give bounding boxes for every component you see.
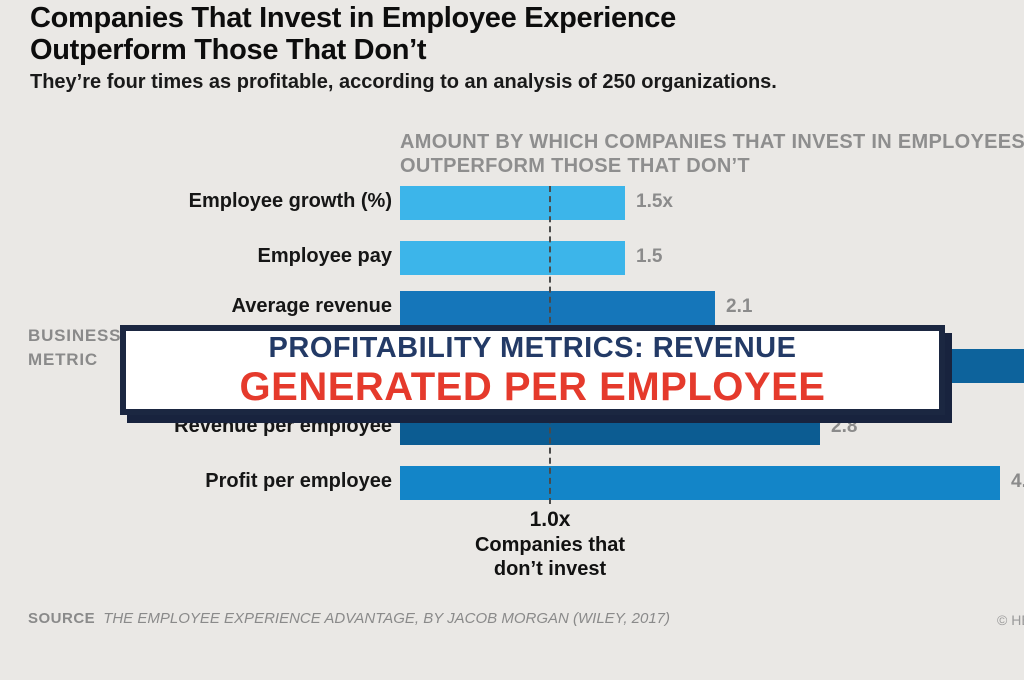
baseline-value: 1.0x [529,508,571,531]
source-label: SOURCE [28,610,96,627]
metric-bar [400,466,1000,500]
value-label: 4.0 [1011,471,1024,492]
chart-subtitle: They’re four times as profitable, accord… [30,71,777,93]
source-text: THE EMPLOYEE EXPERIENCE ADVANTAGE, BY JA… [103,610,671,627]
x-axis-title: AMOUNT BY WHICH COMPANIES THAT INVEST IN… [400,130,1024,178]
value-label: 2.1 [726,296,753,317]
copyright: © HB [997,612,1024,628]
chart-title: Companies That Invest in Employee Experi… [30,2,676,66]
banner-line2: GENERATED PER EMPLOYEE [239,364,826,409]
banner-line1: PROFITABILITY METRICS: REVENUE [268,331,797,364]
y-axis-title: BUSINESS METRIC [28,324,121,372]
value-label: 1.5 [636,246,663,267]
value-label: 1.5x [636,191,673,212]
value-label: 2.8 [831,416,858,437]
metric-label: Employee growth (%) [188,190,392,212]
metric-label: Average revenue [231,295,392,317]
metric-label: Employee pay [257,245,392,267]
baseline-caption: 1.0x Companies that don’t invest [460,506,640,581]
metric-bar [400,411,820,445]
banner-overlay: PROFITABILITY METRICS: REVENUE GENERATED… [120,325,945,415]
source-note: SOURCE THE EMPLOYEE EXPERIENCE ADVANTAGE,… [28,610,670,627]
metric-bar [400,186,625,220]
x-axis-title-line1: AMOUNT BY WHICH COMPANIES THAT INVEST IN… [400,131,1024,153]
baseline-caption-line1: Companies that [474,534,626,556]
baseline-caption-line2: don’t invest [493,558,607,580]
chart-title-line1: Companies That Invest in Employee Experi… [30,2,676,34]
metric-bar [400,291,715,325]
chart-title-line2: Outperform Those That Don’t [30,34,427,66]
x-axis-title-line2: OUTPERFORM THOSE THAT DON’T [400,155,750,177]
y-axis-title-line2: METRIC [28,350,98,369]
metric-label: Profit per employee [205,470,392,492]
metric-label: Revenue per employee [174,415,392,437]
metric-bar [400,241,625,275]
y-axis-title-line1: BUSINESS [28,326,122,345]
